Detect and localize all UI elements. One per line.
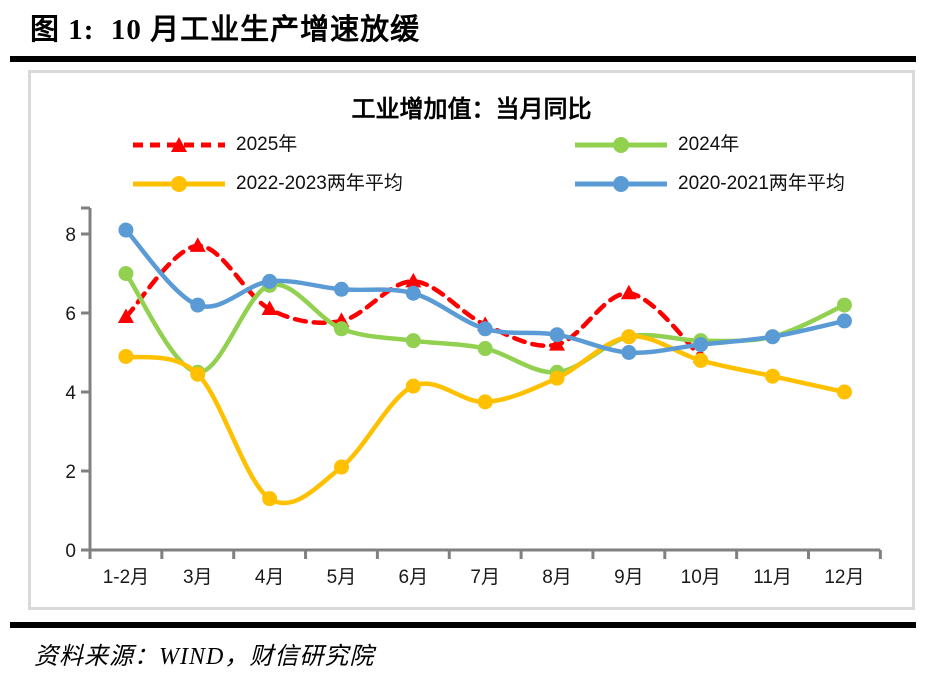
data-point-circle (118, 348, 134, 364)
data-point-circle (190, 297, 206, 313)
data-point-triangle (549, 336, 566, 351)
data-point-circle (333, 321, 349, 337)
circle-marker-icon (613, 176, 629, 192)
figure-title: 图 1: 10 月工业生产增速放缓 (30, 14, 421, 46)
top-divider (10, 56, 916, 62)
plot-svg: 0 2 4 6 8 1-2月 3月 4月 5月 6月 7月 8月 9月 10月 11月 12月 (65, 206, 882, 588)
data-point-circle (118, 266, 134, 281)
x-tick-label: 12月 (824, 567, 864, 588)
triangle-marker-icon (171, 137, 187, 152)
x-tick-label: 1-2月 (103, 567, 149, 588)
x-tick-label: 3月 (183, 567, 213, 588)
y-tick-label: 2 (65, 462, 76, 483)
x-tick-label: 9月 (614, 567, 644, 588)
legend-swatch-icon (133, 176, 225, 192)
legend-label: 2022-2023两年平均 (236, 173, 403, 194)
legend-swatch-icon (575, 176, 667, 192)
x-tick-label: 10月 (681, 567, 721, 588)
data-point-circle (190, 366, 206, 382)
legend-label: 2020-2021两年平均 (678, 173, 845, 194)
x-tick-label: 11月 (753, 567, 792, 588)
line-chart: 0 2 4 6 8 1-2月 3月 4月 5月 6月 7月 8月 9月 10月 11月 12月 (31, 198, 912, 612)
data-point-circle (262, 491, 278, 507)
data-point-circle (405, 285, 421, 301)
data-point-circle (405, 378, 421, 394)
data-point-circle (477, 321, 493, 337)
data-point-circle (333, 459, 349, 475)
legend-item-3: 2020-2021两年平均 (573, 174, 845, 194)
data-point-circle (405, 333, 421, 349)
chart-frame: 工业增加值：当月同比 2025年 2024年 2022-2023两年平均 2020-2… (28, 70, 915, 610)
data-point-triangle (405, 272, 422, 288)
series-line-3 (123, 227, 847, 355)
y-tick-label: 4 (65, 383, 76, 404)
data-point-circle (333, 281, 349, 297)
data-point-circle (621, 345, 637, 360)
data-point-circle (765, 329, 781, 345)
y-tick-label: 0 (65, 541, 76, 562)
series-line-1 (123, 271, 847, 375)
legend-swatch-icon (575, 137, 667, 153)
circle-marker-icon (171, 176, 187, 192)
series-line-2 (123, 334, 847, 506)
x-tick-label: 4月 (255, 567, 285, 588)
legend-item-2: 2022-2023两年平均 (131, 174, 403, 194)
data-point-circle (693, 337, 709, 353)
y-tick-label: 8 (65, 225, 76, 246)
data-point-circle (765, 368, 781, 384)
data-point-circle (477, 394, 493, 410)
x-tick-label: 8月 (542, 567, 572, 588)
legend-item-1: 2024年 (573, 135, 739, 155)
data-point-circle (621, 329, 637, 345)
legend-swatch-icon (133, 137, 225, 152)
x-tick-label: 6月 (399, 567, 429, 588)
chart-title: 工业增加值：当月同比 (351, 96, 592, 123)
data-point-triangle (189, 237, 206, 252)
data-point-circle (549, 370, 565, 386)
data-point-circle (836, 297, 852, 313)
data-point-circle (836, 384, 852, 400)
data-point-circle (118, 222, 134, 238)
legend-item-0: 2025年 (131, 135, 297, 155)
bottom-divider (10, 622, 916, 628)
data-point-triangle (117, 308, 134, 323)
legend-label: 2025年 (236, 134, 298, 155)
x-tick-label: 5月 (327, 567, 357, 588)
data-point-circle (262, 273, 278, 289)
legend-label: 2024年 (678, 134, 740, 155)
y-tick-label: 6 (65, 304, 76, 325)
series-line-0 (123, 243, 703, 359)
data-point-triangle (620, 284, 637, 300)
data-point-circle (549, 327, 565, 343)
data-point-circle (836, 313, 852, 329)
circle-marker-icon (613, 137, 629, 153)
x-tick-label: 7月 (470, 567, 500, 588)
source-note: 资料来源：WIND，财信研究院 (34, 644, 375, 670)
data-point-triangle (261, 300, 278, 316)
data-point-circle (477, 341, 493, 357)
data-point-circle (693, 352, 709, 368)
